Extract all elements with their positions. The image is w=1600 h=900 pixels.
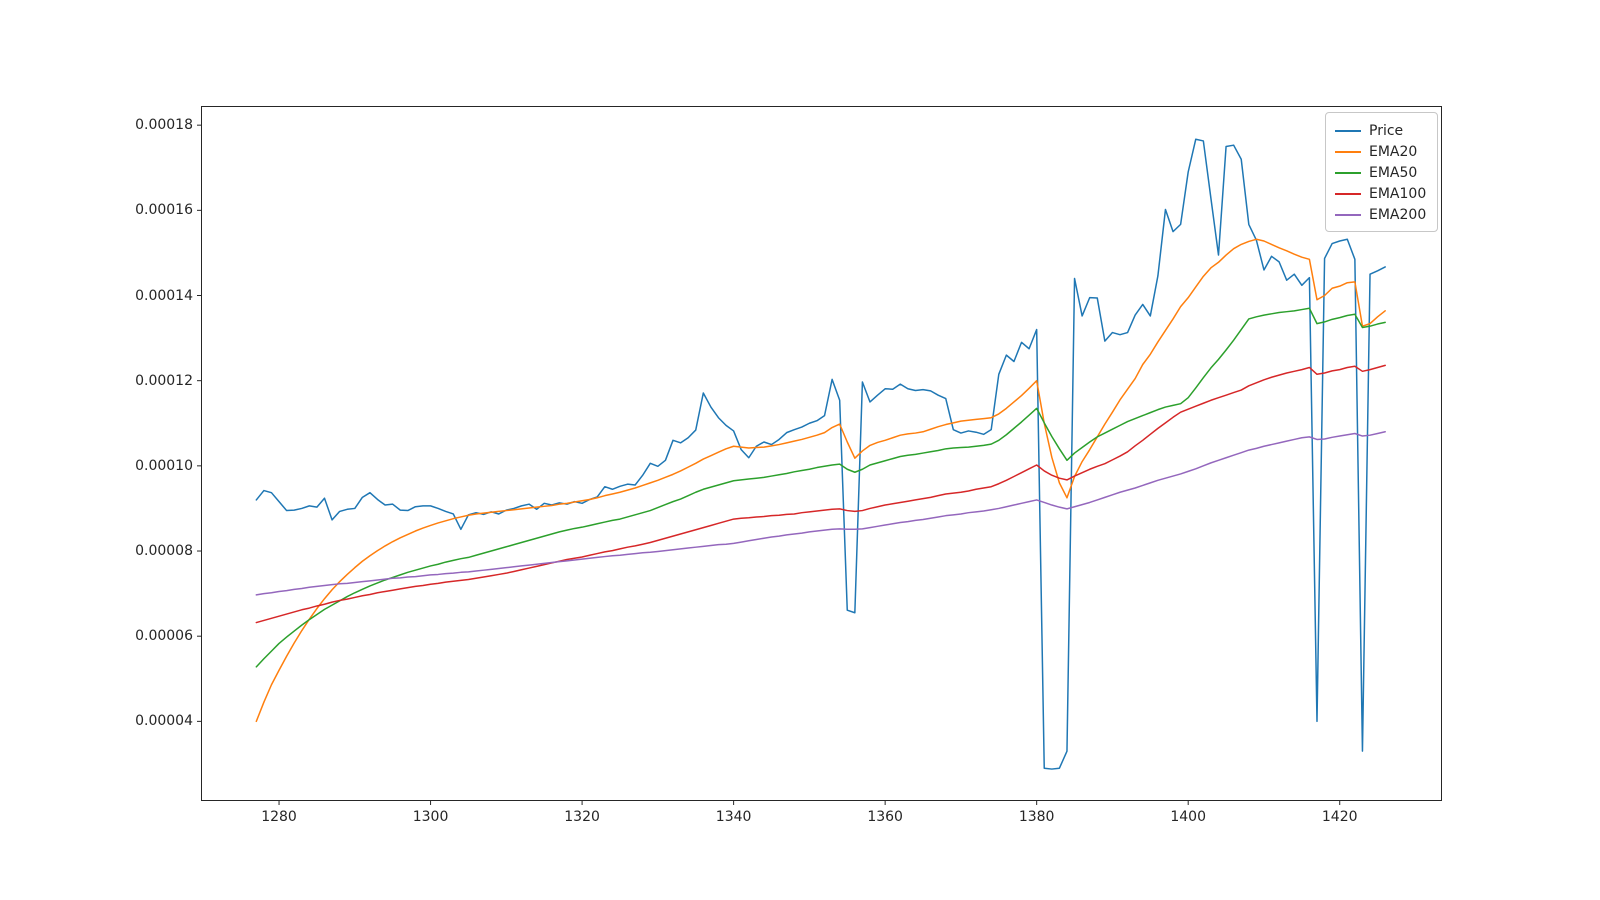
x-tick-label: 1420 bbox=[1321, 809, 1358, 825]
legend: Price EMA20 EMA50 EMA100 EMA200 bbox=[1325, 112, 1438, 232]
series-line-ema20 bbox=[255, 238, 1386, 723]
y-tick-label: 0.00016 bbox=[135, 202, 193, 219]
legend-item-ema20: EMA20 bbox=[1335, 141, 1428, 162]
legend-label: Price bbox=[1369, 122, 1404, 139]
legend-line-sample-icon bbox=[1335, 150, 1361, 153]
y-tick-label: 0.00018 bbox=[135, 117, 193, 134]
y-tick-label: 0.00004 bbox=[135, 713, 193, 730]
legend-line-sample-icon bbox=[1335, 213, 1361, 216]
y-tick-label: 0.00006 bbox=[135, 628, 193, 645]
legend-label: EMA200 bbox=[1369, 206, 1427, 223]
y-tick-label: 0.00014 bbox=[135, 287, 193, 304]
y-tick-label: 0.00008 bbox=[135, 543, 193, 560]
y-tick-label: 0.00010 bbox=[135, 457, 193, 474]
x-tick-label: 1280 bbox=[261, 809, 297, 825]
x-tick-label: 1300 bbox=[412, 809, 449, 825]
y-tick-label: 0.00012 bbox=[135, 372, 193, 389]
x-tick-label: 1400 bbox=[1170, 809, 1206, 825]
legend-label: EMA20 bbox=[1369, 143, 1418, 160]
legend-item-price: Price bbox=[1335, 120, 1428, 141]
legend-item-ema200: EMA200 bbox=[1335, 204, 1428, 225]
x-tick-label: 1380 bbox=[1018, 809, 1055, 825]
series-line-ema100 bbox=[255, 364, 1386, 624]
legend-label: EMA50 bbox=[1369, 164, 1418, 181]
x-tick-label: 1320 bbox=[564, 809, 600, 825]
series-line-ema50 bbox=[255, 307, 1386, 668]
legend-item-ema50: EMA50 bbox=[1335, 162, 1428, 183]
axes-spines bbox=[201, 106, 1442, 801]
series-line-ema200 bbox=[255, 431, 1386, 596]
legend-item-ema100: EMA100 bbox=[1335, 183, 1428, 204]
x-tick-label: 1340 bbox=[715, 809, 752, 825]
series-line-price bbox=[255, 138, 1386, 770]
legend-label: EMA100 bbox=[1369, 185, 1427, 202]
x-tick-label: 1360 bbox=[867, 809, 903, 825]
legend-line-sample-icon bbox=[1335, 192, 1361, 195]
plot-area bbox=[197, 106, 1442, 805]
legend-line-sample-icon bbox=[1335, 129, 1361, 132]
legend-line-sample-icon bbox=[1335, 171, 1361, 174]
